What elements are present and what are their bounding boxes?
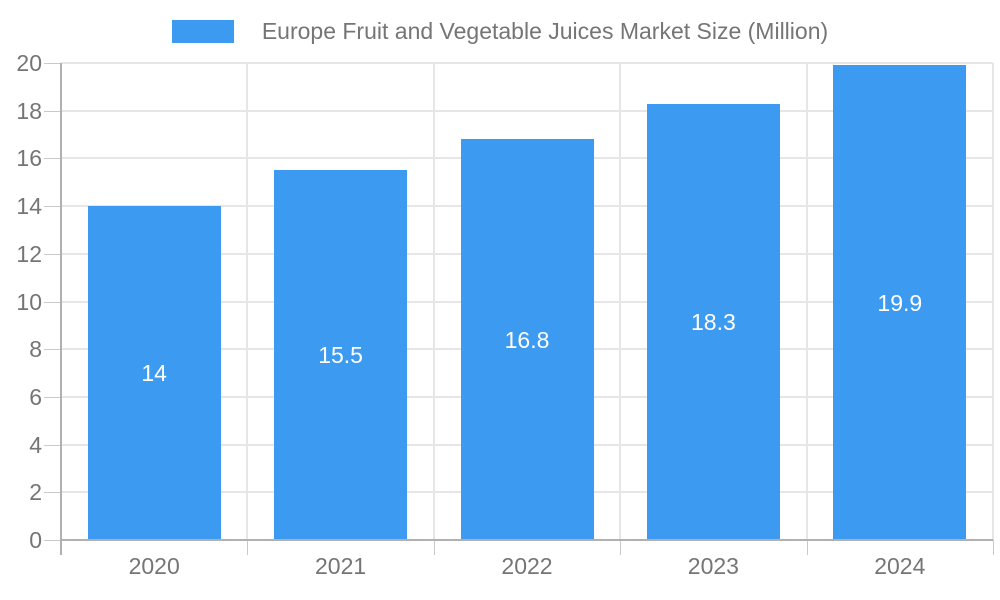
bar-2023[interactable] [646,103,780,540]
y-axis-line [60,63,62,555]
y-axis-tick-label: 10 [16,288,42,315]
bar-2022[interactable] [460,139,594,540]
legend-swatch [171,19,234,43]
y-tick [44,63,61,64]
x-gridline [432,63,435,540]
y-gridline [61,62,993,64]
y-tick [44,253,61,255]
x-axis-tick-label: 2024 [874,553,926,579]
y-axis-tick-label: 14 [16,193,42,220]
bar-value-label: 19.9 [877,289,923,316]
y-gridline [61,109,993,112]
x-tick [247,540,249,555]
y-axis-tick-label: 4 [29,431,42,458]
y-tick [44,206,61,208]
x-axis-tick-label: 2020 [128,553,180,579]
chart-title: Europe Fruit and Vegetable Juices Market… [261,18,829,44]
y-tick [44,110,61,112]
y-tick [44,349,61,351]
x-gridline [992,63,994,540]
x-axis-tick-label: 2021 [315,553,367,579]
y-tick [44,540,61,541]
x-axis-tick-label: 2022 [501,553,553,579]
bar-value-label: 14 [141,360,167,387]
bar-value-label: 18.3 [691,308,736,335]
x-axis-tick-label: 2023 [687,553,739,579]
y-tick [44,301,61,303]
y-axis-tick-label: 2 [29,479,42,506]
x-axis-line [61,539,993,541]
x-gridline [619,63,622,540]
bar-2024[interactable] [833,65,967,540]
y-axis-tick-label: 18 [16,97,42,124]
y-tick [44,396,61,398]
bar-2020[interactable] [87,206,221,540]
y-tick [44,492,61,494]
y-axis-tick-label: 6 [29,383,42,410]
y-tick [44,158,61,160]
y-axis-tick-label: 8 [29,336,42,363]
y-tick [44,444,61,446]
x-tick [433,540,435,555]
y-axis-tick-label: 12 [16,240,42,267]
x-tick [620,540,622,555]
x-tick [806,540,808,555]
x-tick [993,540,994,555]
y-axis-tick-label: 0 [29,527,42,553]
bar-value-label: 15.5 [318,342,363,369]
x-gridline [805,63,808,540]
legend: Europe Fruit and Vegetable Juices Market… [0,17,1000,45]
x-gridline [246,63,249,540]
y-axis-tick-label: 20 [16,50,42,76]
bar-2021[interactable] [274,170,408,540]
bar-value-label: 16.8 [504,326,550,353]
y-axis-tick-label: 16 [16,145,42,172]
